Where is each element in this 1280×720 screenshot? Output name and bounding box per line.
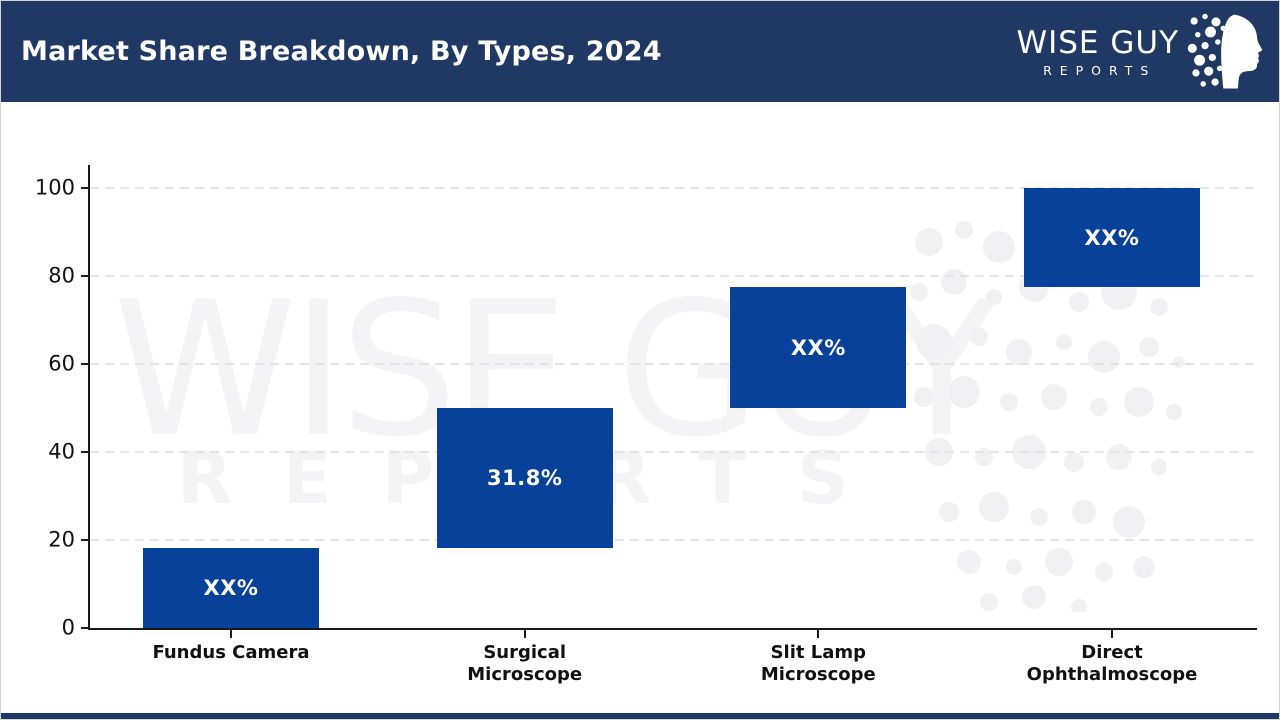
- gridline: [90, 275, 1257, 277]
- x-tick-label-line: Slit Lamp: [770, 642, 867, 663]
- logo-wordmark: WISE GUY REPORTS: [1016, 25, 1179, 78]
- x-tick-label-line: Surgical: [483, 642, 567, 663]
- x-tick-label-line: Microscope: [760, 664, 876, 685]
- gridline: [90, 451, 1257, 453]
- x-tick-label: Surgical Microscope: [385, 642, 665, 686]
- x-tick-label-line: Microscope: [467, 664, 583, 685]
- bar-value-label: 31.8%: [487, 465, 563, 490]
- gridline: [90, 187, 1257, 189]
- y-tick-label: 0: [61, 615, 75, 640]
- y-tick-mark: [81, 275, 90, 277]
- bar-value-label: XX%: [790, 335, 846, 360]
- x-tick-label: Fundus Camera: [91, 642, 371, 664]
- x-tick-mark: [230, 630, 232, 638]
- y-tick-label: 40: [48, 439, 75, 464]
- brand-logo: WISE GUY REPORTS: [1016, 9, 1267, 95]
- gridline: [90, 539, 1257, 541]
- bar: XX%: [730, 287, 907, 408]
- gridline: [90, 363, 1257, 365]
- y-tick-mark: [81, 363, 90, 365]
- x-axis-line: [88, 628, 1257, 630]
- bar-value-label: XX%: [1084, 225, 1140, 250]
- face-profile-icon: [1187, 13, 1263, 88]
- logo-wordmark-line1: WISE GUY: [1016, 25, 1179, 61]
- chart-area: WISE GUY REPORTS: [1, 102, 1279, 715]
- y-axis-line: [88, 165, 90, 630]
- bar-value-label: XX%: [203, 575, 259, 600]
- y-tick-mark: [81, 539, 90, 541]
- logo-wordmark-line2: REPORTS: [1043, 63, 1157, 78]
- y-tick-label: 20: [48, 527, 75, 552]
- header: Market Share Breakdown, By Types, 2024 W…: [1, 1, 1279, 102]
- y-tick-mark: [81, 627, 90, 629]
- x-tick-mark: [523, 630, 526, 638]
- x-tick-label-line: Fundus Camera: [152, 642, 310, 663]
- y-tick-mark: [81, 187, 90, 189]
- footer-bar: [1, 713, 1279, 719]
- bar: XX%: [1024, 188, 1200, 287]
- y-tick-label: 80: [48, 263, 75, 288]
- x-tick-mark: [1111, 630, 1113, 638]
- y-tick-label: 100: [34, 175, 75, 200]
- x-tick-label-line: Ophthalmoscope: [1026, 664, 1198, 685]
- y-tick-label: 60: [48, 351, 75, 376]
- x-tick-mark: [817, 630, 820, 638]
- y-tick-mark: [81, 451, 90, 453]
- x-tick-label: Direct Ophthalmoscope: [972, 642, 1252, 686]
- bar: 31.8%: [436, 408, 613, 548]
- bar: XX%: [143, 547, 319, 628]
- page-title: Market Share Breakdown, By Types, 2024: [21, 36, 662, 67]
- x-tick-label-line: Direct: [1081, 642, 1143, 663]
- x-tick-label: Slit Lamp Microscope: [678, 642, 958, 686]
